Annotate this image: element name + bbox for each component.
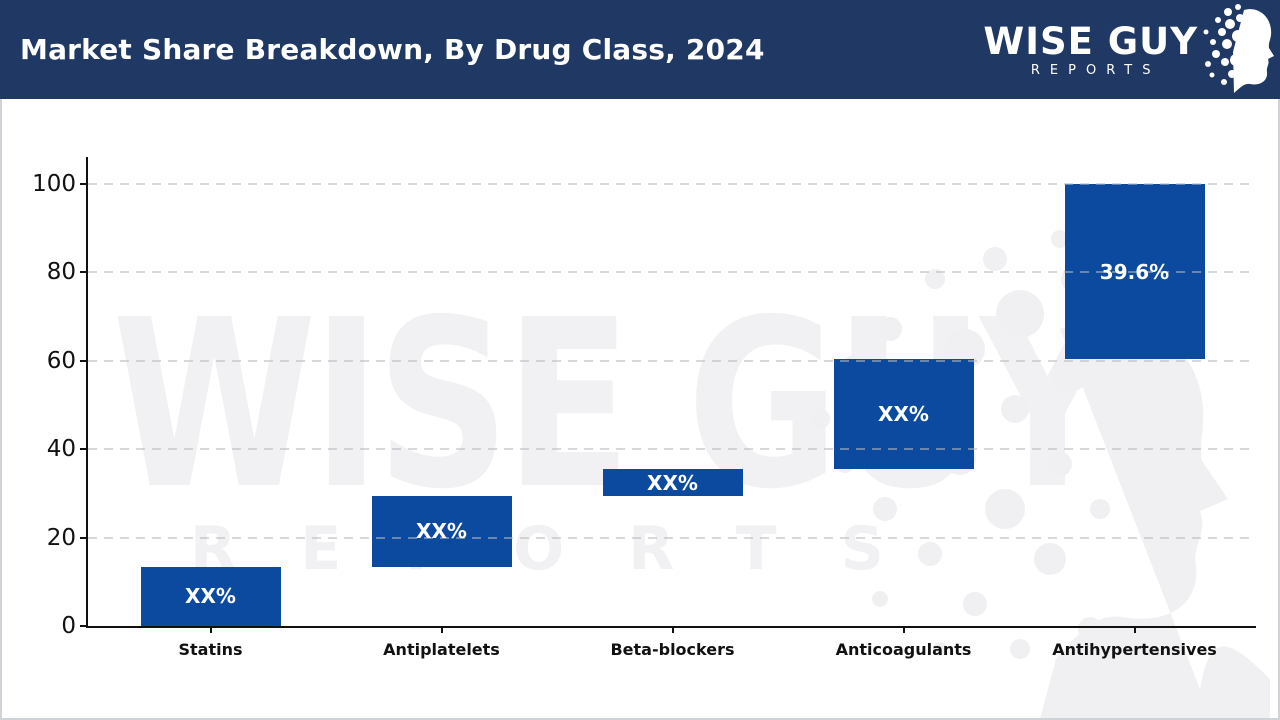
gridline-100 xyxy=(88,183,1256,185)
x-axis-line xyxy=(86,626,1256,628)
page-border-right xyxy=(1278,99,1280,720)
x-axis-label-anticoagulants: Anticoagulants xyxy=(835,640,972,659)
x-tick-mark-statins xyxy=(209,626,212,633)
gridline-20 xyxy=(88,536,1256,539)
x-tick-mark-antiplatelets xyxy=(440,626,443,633)
y-tick-mark-0 xyxy=(80,625,88,627)
bar-antiplatelets xyxy=(371,496,512,567)
y-tick-label-40: 40 xyxy=(46,436,76,463)
page-title: Market Share Breakdown, By Drug Class, 2… xyxy=(20,33,765,66)
brand-subtitle: REPORTS xyxy=(1030,62,1161,78)
x-tick-mark-beta-blockers xyxy=(671,626,674,633)
y-tick-label-80: 80 xyxy=(46,259,76,286)
y-tick-mark-80 xyxy=(80,271,88,274)
page-border-left xyxy=(0,99,2,720)
x-tick-mark-anticoagulants xyxy=(902,626,905,633)
page-border-bottom xyxy=(0,718,1280,720)
x-axis-label-beta-blockers: Beta-blockers xyxy=(610,640,735,659)
bar-statins xyxy=(140,566,281,626)
y-tick-mark-60 xyxy=(80,359,88,362)
y-tick-label-60: 60 xyxy=(46,347,76,374)
watermark-text-secondary: REPORTS xyxy=(190,514,948,584)
x-axis-label-statins: Statins xyxy=(178,640,243,659)
y-tick-mark-100 xyxy=(80,183,88,185)
bar-beta-blockers xyxy=(602,469,743,497)
chart-canvas: WISE GUY REPORTS 0 20 40 60 80 100 xyxy=(0,99,1280,720)
bar-value-label-beta-blockers: XX% xyxy=(647,470,698,495)
x-axis-label-antiplatelets: Antiplatelets xyxy=(383,640,500,659)
x-axis-label-antihypertensives: Antihypertensives xyxy=(1052,640,1217,659)
brand-logo-text: WISE GUY REPORTS xyxy=(983,23,1198,77)
header-bar: Market Share Breakdown, By Drug Class, 2… xyxy=(0,0,1280,99)
bar-value-label-statins: XX% xyxy=(185,584,236,609)
gridline-60 xyxy=(88,359,1256,362)
brand-logo: WISE GUY REPORTS xyxy=(983,2,1280,98)
bar-value-label-antiplatelets: XX% xyxy=(416,519,467,544)
y-tick-label-20: 20 xyxy=(46,524,76,551)
bar-value-label-antihypertensives: 39.6% xyxy=(1099,259,1170,284)
face-dots-logo-icon xyxy=(1200,2,1274,98)
gridline-40 xyxy=(88,448,1256,451)
y-tick-mark-20 xyxy=(80,536,88,539)
y-axis-line xyxy=(86,157,88,628)
gridline-80 xyxy=(88,271,1256,274)
bar-value-label-anticoagulants: XX% xyxy=(878,402,929,427)
y-tick-label-100: 100 xyxy=(32,171,76,197)
y-tick-mark-40 xyxy=(80,448,88,451)
brand-name: WISE GUY xyxy=(983,19,1198,63)
y-tick-label-0: 0 xyxy=(61,613,76,639)
